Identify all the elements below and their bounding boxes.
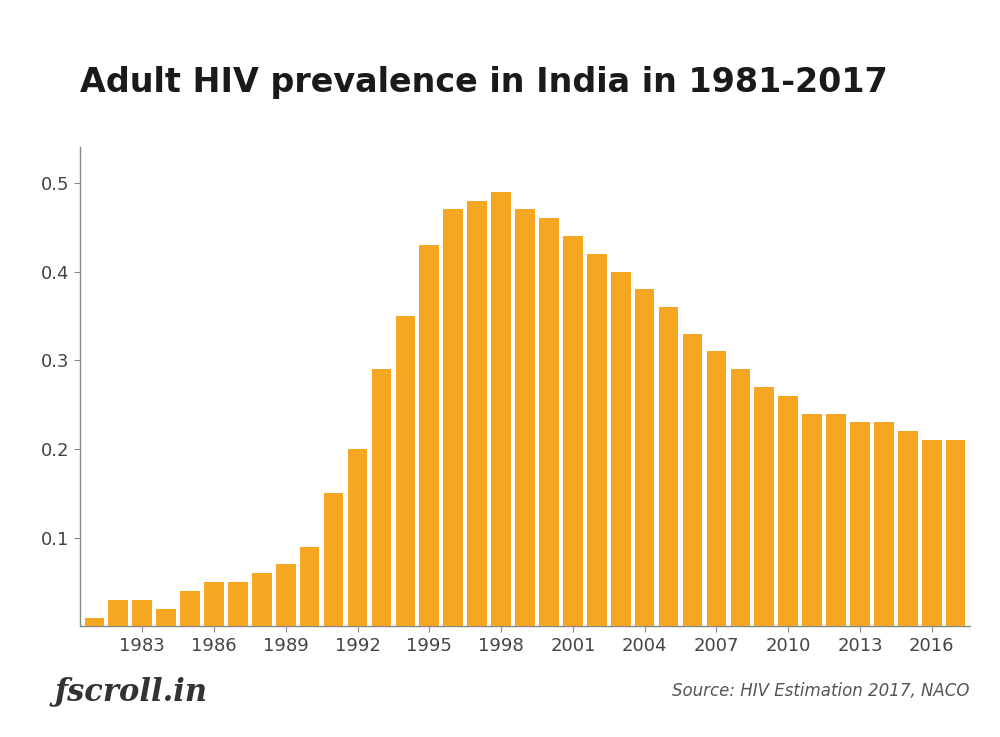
Bar — [778, 396, 798, 626]
Bar — [228, 582, 248, 626]
Bar — [683, 334, 702, 626]
Bar — [874, 422, 894, 626]
Bar — [707, 352, 726, 626]
Bar — [156, 609, 176, 626]
Bar — [180, 591, 200, 626]
Bar — [563, 236, 583, 626]
Bar — [467, 200, 487, 626]
Bar — [276, 565, 296, 626]
Bar — [300, 547, 319, 626]
Bar — [754, 387, 774, 626]
Bar — [659, 307, 678, 626]
Text: Adult HIV prevalence in India in 1981-2017: Adult HIV prevalence in India in 1981-20… — [80, 66, 888, 99]
Text: Source: HIV Estimation 2017, NACO: Source: HIV Estimation 2017, NACO — [672, 682, 970, 700]
Bar — [611, 272, 631, 626]
Bar — [491, 192, 511, 626]
Bar — [802, 413, 822, 626]
Bar — [731, 369, 750, 626]
Bar — [635, 290, 654, 626]
Bar — [252, 573, 272, 626]
Bar — [515, 209, 535, 626]
Bar — [922, 440, 942, 626]
Bar — [443, 209, 463, 626]
Bar — [898, 431, 918, 626]
Bar — [204, 582, 224, 626]
Bar — [108, 600, 128, 626]
Bar — [396, 316, 415, 626]
Bar — [348, 449, 367, 626]
Bar — [826, 413, 846, 626]
Bar — [132, 600, 152, 626]
Bar — [539, 218, 559, 626]
Text: ƒscroll.in: ƒscroll.in — [55, 677, 208, 708]
Bar — [372, 369, 391, 626]
Bar — [324, 493, 343, 626]
Bar — [419, 245, 439, 626]
Bar — [587, 254, 607, 626]
Bar — [85, 618, 104, 626]
Bar — [850, 422, 870, 626]
Bar — [946, 440, 965, 626]
